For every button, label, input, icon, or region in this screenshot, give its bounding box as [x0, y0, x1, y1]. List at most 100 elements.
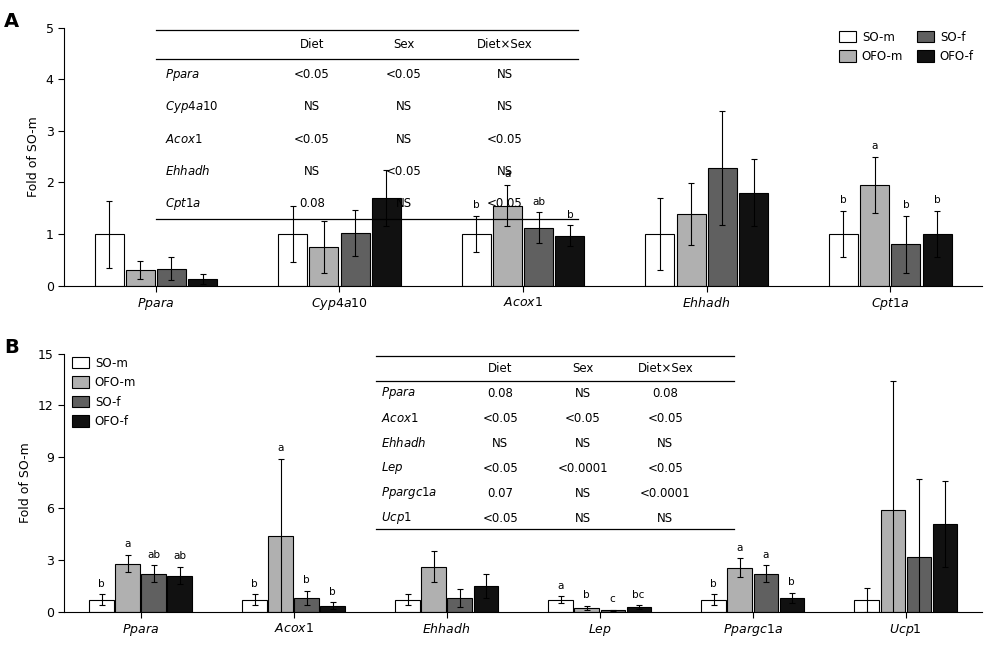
Bar — [780, 598, 804, 612]
Bar — [395, 600, 419, 612]
Text: <0.05: <0.05 — [487, 198, 523, 210]
Text: NS: NS — [395, 100, 411, 113]
Text: A: A — [4, 12, 20, 31]
Y-axis label: Fold of SO-m: Fold of SO-m — [27, 116, 40, 197]
Text: NS: NS — [575, 387, 591, 400]
Bar — [116, 563, 139, 612]
Bar — [473, 586, 498, 612]
Text: bc: bc — [632, 589, 644, 600]
Text: Diet×Sex: Diet×Sex — [477, 38, 533, 51]
Bar — [310, 247, 339, 286]
Text: a: a — [558, 580, 564, 591]
Text: <0.05: <0.05 — [487, 133, 523, 145]
Text: <0.0001: <0.0001 — [558, 462, 609, 475]
Text: ab: ab — [147, 550, 160, 559]
Text: <0.05: <0.05 — [294, 133, 330, 145]
Bar — [269, 536, 293, 612]
Bar — [626, 608, 650, 612]
Text: b: b — [330, 587, 336, 597]
Bar — [575, 608, 599, 612]
Bar — [549, 600, 573, 612]
Bar — [754, 574, 778, 612]
Text: $\it{Ucp1}$: $\it{Ucp1}$ — [380, 511, 411, 526]
Bar — [157, 269, 186, 286]
Text: 0.08: 0.08 — [299, 198, 325, 210]
Text: NS: NS — [304, 100, 320, 113]
Text: $\it{Ehhadh}$: $\it{Ehhadh}$ — [380, 436, 426, 451]
Text: ab: ab — [173, 552, 186, 561]
Text: <0.05: <0.05 — [482, 412, 518, 424]
Text: $\it{Ppargc1a}$: $\it{Ppargc1a}$ — [380, 485, 437, 501]
Bar — [861, 185, 889, 286]
Bar — [141, 574, 165, 612]
Bar — [701, 600, 726, 612]
Bar — [125, 270, 154, 286]
Text: b: b — [251, 579, 258, 589]
Text: $\it{Ppara}$: $\it{Ppara}$ — [380, 385, 415, 401]
Text: $\it{Ppara}$: $\it{Ppara}$ — [165, 67, 200, 83]
Text: b: b — [99, 579, 105, 589]
Text: NS: NS — [304, 165, 320, 178]
Bar — [242, 600, 267, 612]
Bar — [321, 606, 345, 612]
Text: $\it{Lep}$: $\it{Lep}$ — [380, 460, 403, 477]
Bar — [462, 234, 491, 286]
Bar — [372, 198, 400, 286]
Text: b: b — [902, 200, 909, 211]
Text: NS: NS — [575, 487, 591, 500]
Text: $\it{Cpt1a}$: $\it{Cpt1a}$ — [165, 196, 201, 212]
Bar — [556, 235, 585, 286]
Text: Diet×Sex: Diet×Sex — [637, 362, 693, 375]
Text: 0.07: 0.07 — [487, 487, 513, 500]
Text: a: a — [762, 550, 769, 559]
Text: NS: NS — [575, 437, 591, 450]
Text: a: a — [124, 539, 130, 549]
Bar — [922, 234, 951, 286]
Text: a: a — [872, 141, 877, 151]
Bar — [524, 228, 553, 286]
Bar — [855, 600, 878, 612]
Bar — [891, 244, 920, 286]
Text: a: a — [736, 542, 743, 553]
Text: <0.05: <0.05 — [482, 512, 518, 525]
Text: <0.05: <0.05 — [647, 412, 683, 424]
Bar — [493, 205, 522, 286]
Text: a: a — [277, 443, 284, 453]
Y-axis label: Fold of SO-m: Fold of SO-m — [19, 442, 32, 523]
Bar — [829, 234, 858, 286]
Text: c: c — [610, 594, 616, 604]
Text: NS: NS — [492, 437, 508, 450]
Text: NS: NS — [395, 133, 411, 145]
Text: $\it{Cyp4a10}$: $\it{Cyp4a10}$ — [165, 99, 218, 115]
Text: $\it{Acox1}$: $\it{Acox1}$ — [165, 133, 203, 145]
Bar — [739, 193, 768, 286]
Bar — [880, 510, 904, 612]
Bar — [295, 598, 319, 612]
Bar — [906, 557, 930, 612]
Text: <0.05: <0.05 — [294, 68, 330, 82]
Text: b: b — [473, 200, 480, 211]
Bar — [676, 215, 705, 286]
Text: 0.08: 0.08 — [652, 387, 678, 400]
Legend: SO-m, OFO-m, SO-f, OFO-f: SO-m, OFO-m, SO-f, OFO-f — [70, 354, 138, 430]
Text: B: B — [4, 338, 19, 357]
Text: Diet: Diet — [488, 362, 512, 375]
Bar — [188, 279, 217, 286]
Text: NS: NS — [657, 512, 673, 525]
Legend: SO-m, OFO-m, SO-f, OFO-f: SO-m, OFO-m, SO-f, OFO-f — [837, 28, 976, 66]
Text: NS: NS — [657, 437, 673, 450]
Text: b: b — [710, 579, 717, 589]
Text: <0.0001: <0.0001 — [640, 487, 690, 500]
Bar — [447, 598, 472, 612]
Bar — [95, 234, 124, 286]
Text: NS: NS — [497, 68, 513, 82]
Text: Sex: Sex — [572, 362, 594, 375]
Text: Sex: Sex — [393, 38, 414, 51]
Bar — [645, 234, 674, 286]
Text: b: b — [303, 575, 310, 585]
Text: a: a — [504, 170, 511, 179]
Text: <0.05: <0.05 — [482, 462, 518, 475]
Bar — [421, 567, 445, 612]
Text: b: b — [584, 590, 590, 600]
Bar — [341, 233, 370, 286]
